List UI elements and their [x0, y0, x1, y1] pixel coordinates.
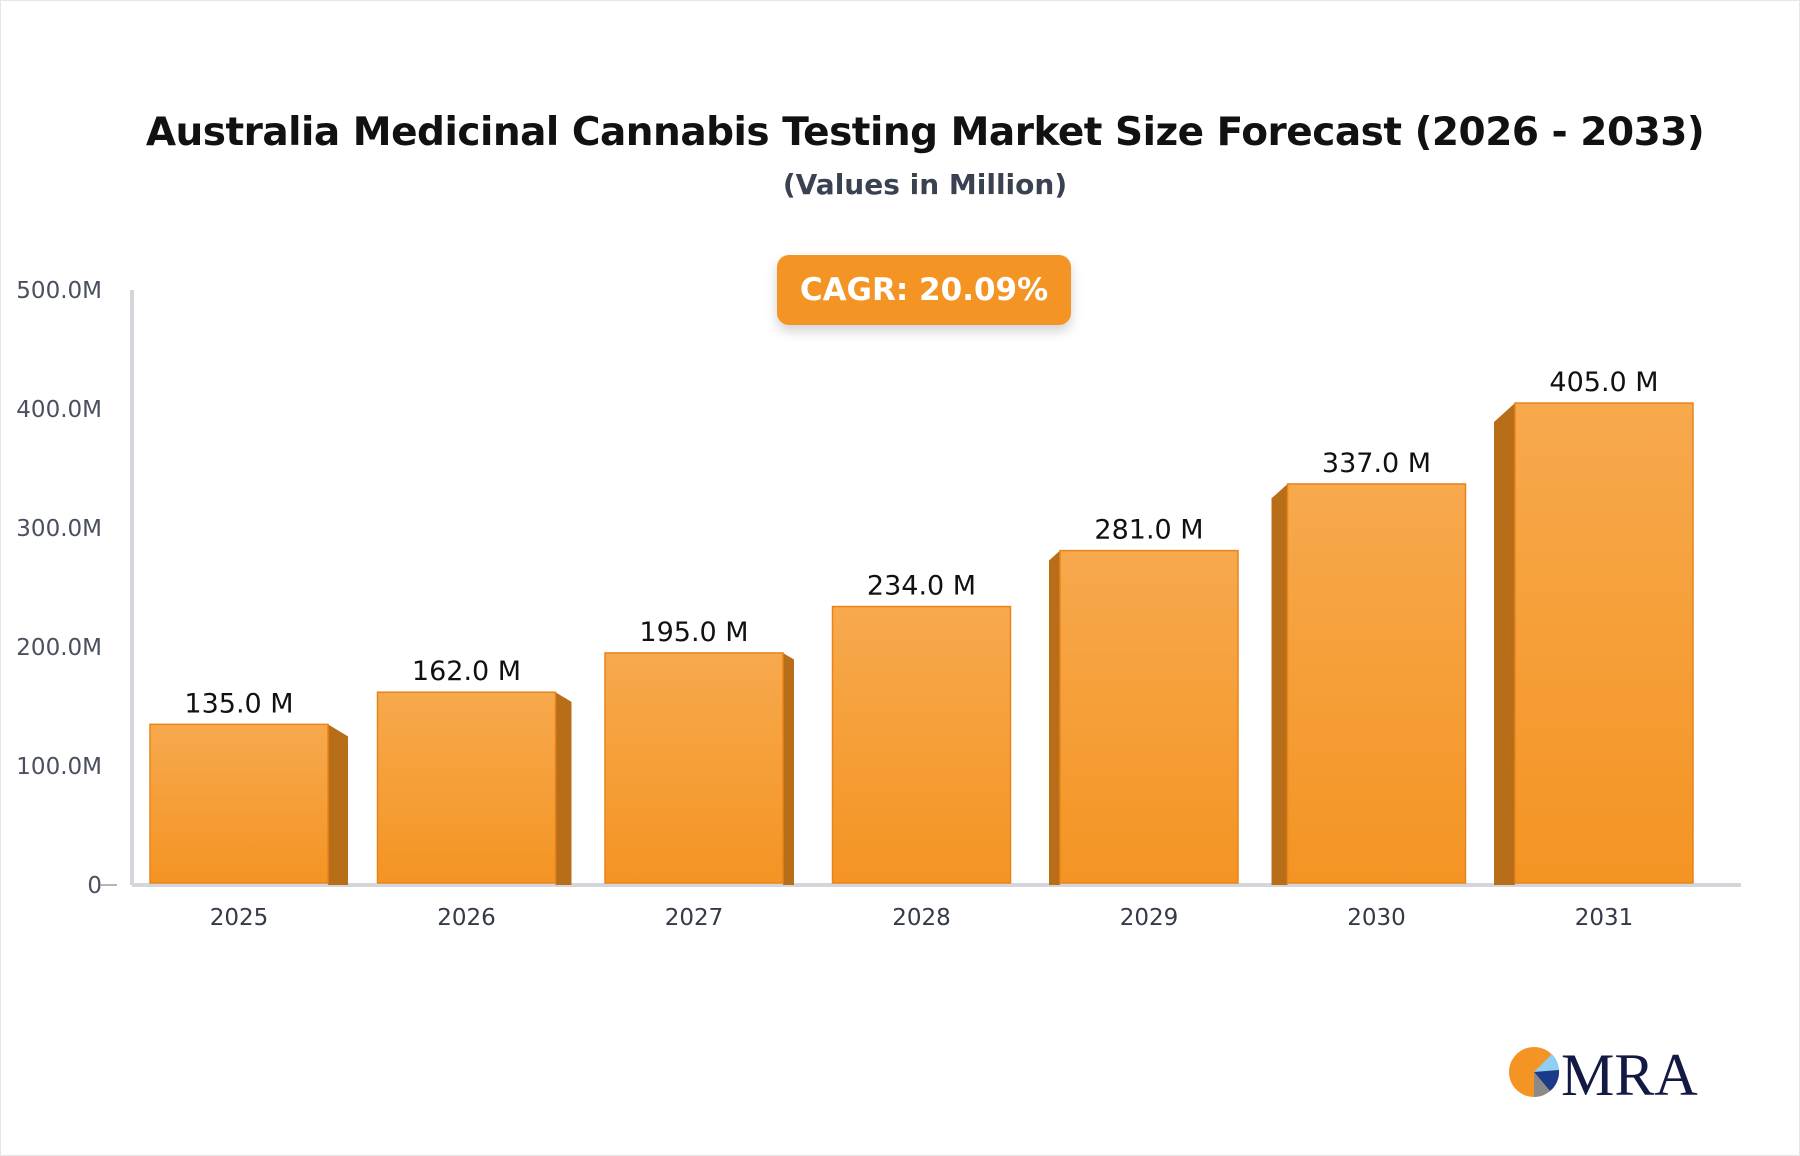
x-tick-label: 2025 — [210, 905, 269, 931]
x-tick-label: 2028 — [892, 905, 951, 931]
bar-side — [1049, 550, 1060, 885]
bar-2027 — [604, 652, 784, 884]
y-tick-label: 200.0M — [16, 635, 102, 661]
y-tick-label: 300.0M — [16, 516, 102, 542]
bar-2025 — [149, 723, 329, 884]
bar-2030 — [1286, 483, 1467, 884]
x-tick-label: 2030 — [1347, 905, 1406, 931]
bar-2029 — [1059, 549, 1239, 884]
logo-text: MRA — [1561, 1042, 1698, 1102]
data-label: 337.0 M — [1322, 448, 1431, 479]
y-tick-label: 100.0M — [16, 754, 102, 780]
bar-side — [783, 652, 794, 885]
chart-title: Australia Medicinal Cannabis Testing Mar… — [145, 110, 1705, 155]
bar-side — [555, 692, 572, 885]
bar-side — [1271, 483, 1288, 885]
data-label: 162.0 M — [412, 656, 521, 687]
bar-2028 — [831, 605, 1012, 884]
cagr-badge: CAGR: 20.09% — [777, 255, 1071, 325]
y-tick-label: 500.0M — [16, 278, 102, 304]
y-tick-label: 0 — [87, 873, 102, 899]
x-tick-label: 2029 — [1120, 905, 1179, 931]
data-label: 281.0 M — [1094, 515, 1203, 546]
data-label: 195.0 M — [639, 617, 748, 648]
x-tick-label: 2027 — [665, 905, 724, 931]
bar-2031 — [1514, 402, 1694, 884]
data-label: 234.0 M — [867, 571, 976, 602]
data-label: 135.0 M — [184, 688, 293, 719]
mra-logo: MRA — [1509, 1042, 1698, 1102]
chart-subtitle: (Values in Million) — [782, 168, 1068, 201]
y-tick-label: 400.0M — [16, 397, 102, 423]
x-tick-label: 2031 — [1575, 905, 1634, 931]
bar-side — [328, 724, 348, 885]
data-label: 405.0 M — [1549, 367, 1658, 398]
bar-side — [1494, 403, 1515, 885]
bar-2026 — [376, 691, 557, 884]
x-tick-label: 2026 — [437, 905, 496, 931]
